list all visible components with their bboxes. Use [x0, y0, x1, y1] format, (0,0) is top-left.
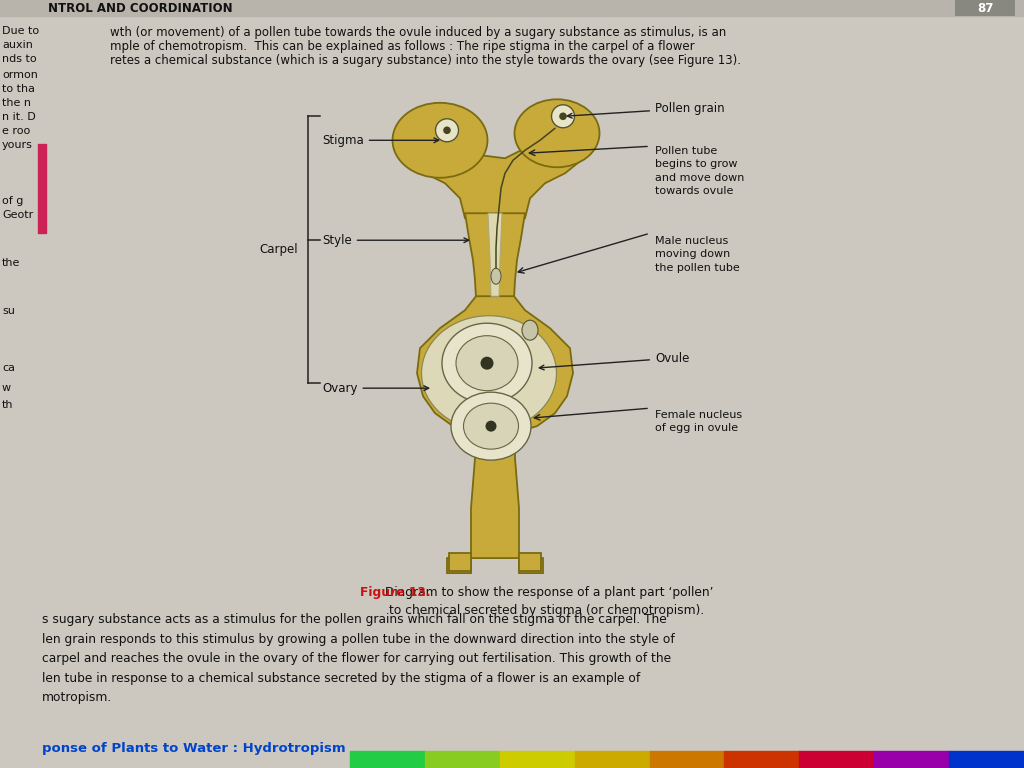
Circle shape — [435, 119, 459, 142]
Text: Due to: Due to — [2, 26, 39, 36]
Polygon shape — [400, 134, 590, 218]
Text: Pollen grain: Pollen grain — [567, 102, 725, 118]
Ellipse shape — [392, 103, 487, 177]
Polygon shape — [488, 214, 502, 296]
Text: ponse of Plants to Water : Hydrotropism: ponse of Plants to Water : Hydrotropism — [42, 742, 346, 755]
Text: w: w — [2, 383, 11, 393]
Text: to tha: to tha — [2, 84, 35, 94]
Text: the n: the n — [2, 98, 31, 108]
Text: nds to: nds to — [2, 55, 37, 65]
Ellipse shape — [442, 323, 532, 403]
Text: Male nucleus
moving down
the pollen tube: Male nucleus moving down the pollen tube — [655, 237, 739, 273]
Text: of g: of g — [2, 197, 24, 207]
Text: Style: Style — [322, 233, 469, 247]
Text: NTROL AND COORDINATION: NTROL AND COORDINATION — [48, 2, 232, 15]
Text: ca: ca — [2, 363, 15, 373]
Text: motropism.: motropism. — [42, 691, 113, 704]
Text: s sugary substance acts as a stimulus for the pollen grains which fall on the st: s sugary substance acts as a stimulus fo… — [42, 613, 667, 626]
Text: mple of chemotropism.  This can be explained as follows : The ripe stigma in the: mple of chemotropism. This can be explai… — [110, 41, 694, 53]
Text: auxin: auxin — [2, 41, 33, 51]
Text: Diagram to show the response of a plant part ‘pollen’
to chemical secreted by st: Diagram to show the response of a plant … — [381, 586, 714, 617]
Text: su: su — [2, 306, 15, 316]
Circle shape — [552, 104, 574, 127]
Polygon shape — [447, 556, 471, 573]
Text: Geotr: Geotr — [2, 210, 33, 220]
Ellipse shape — [490, 268, 501, 284]
Ellipse shape — [464, 403, 518, 449]
Text: ormon: ormon — [2, 71, 38, 81]
Text: th: th — [2, 400, 13, 410]
FancyBboxPatch shape — [955, 0, 1015, 16]
Circle shape — [480, 356, 494, 369]
Text: Carpel: Carpel — [259, 243, 298, 257]
Ellipse shape — [456, 336, 518, 391]
Text: Ovule: Ovule — [540, 352, 689, 370]
Polygon shape — [465, 214, 525, 298]
Text: carpel and reaches the ovule in the ovary of the flower for carrying out fertili: carpel and reaches the ovule in the ovar… — [42, 652, 671, 665]
Text: Pollen tube
begins to grow
and move down
towards ovule: Pollen tube begins to grow and move down… — [655, 146, 744, 196]
Circle shape — [443, 127, 451, 134]
Text: Ovary: Ovary — [322, 382, 429, 395]
Text: the: the — [2, 258, 20, 268]
Text: Figure 13.: Figure 13. — [360, 586, 431, 599]
Polygon shape — [519, 556, 543, 573]
Ellipse shape — [451, 392, 531, 460]
Polygon shape — [519, 553, 541, 571]
Polygon shape — [449, 553, 471, 571]
Text: 87: 87 — [977, 2, 993, 15]
Ellipse shape — [422, 316, 556, 431]
Ellipse shape — [514, 99, 599, 167]
Ellipse shape — [522, 320, 538, 340]
Text: n it. D: n it. D — [2, 112, 36, 122]
Text: retes a chemical substance (which is a sugary substance) into the style towards : retes a chemical substance (which is a s… — [110, 55, 741, 68]
Text: len grain responds to this stimulus by growing a pollen tube in the downward dir: len grain responds to this stimulus by g… — [42, 633, 675, 646]
Text: e roo: e roo — [2, 126, 31, 136]
Text: Female nucleus
of egg in ovule: Female nucleus of egg in ovule — [655, 410, 742, 433]
Circle shape — [559, 112, 567, 120]
Polygon shape — [417, 296, 573, 558]
Text: yours: yours — [2, 141, 33, 151]
Text: wth (or movement) of a pollen tube towards the ovule induced by a sugary substan: wth (or movement) of a pollen tube towar… — [110, 26, 726, 39]
Text: len tube in response to a chemical substance secreted by the stigma of a flower : len tube in response to a chemical subst… — [42, 671, 640, 684]
Text: Stigma: Stigma — [322, 134, 438, 147]
Circle shape — [485, 421, 497, 432]
